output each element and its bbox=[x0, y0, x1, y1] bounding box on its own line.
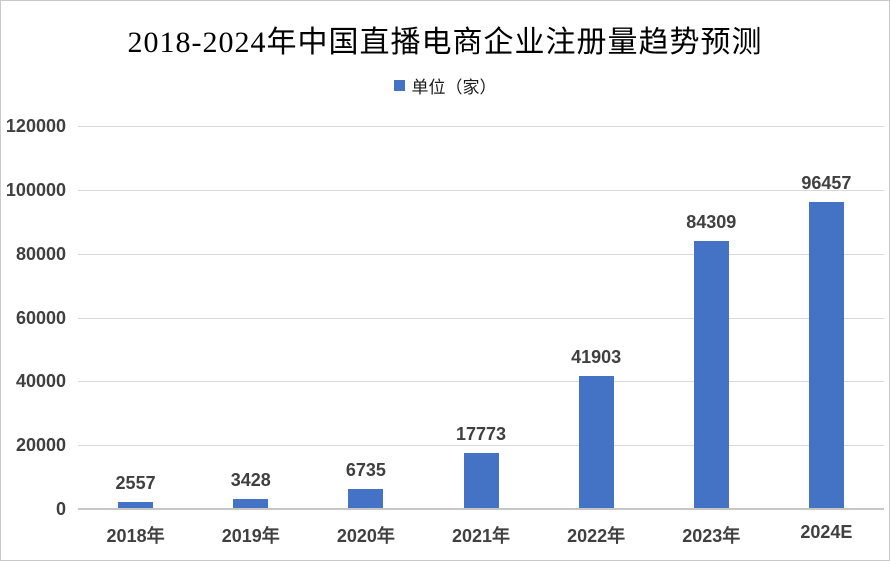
legend-marker-icon bbox=[393, 80, 405, 91]
chart-title: 2018-2024年中国直播电商企业注册量趋势预测 bbox=[127, 26, 763, 59]
y-tick-label: 20000 bbox=[15, 435, 66, 456]
bar-2023年 bbox=[693, 240, 729, 510]
gridline-80000 bbox=[78, 253, 884, 255]
plot-area: 2557 3428 6735 17773 41903 84309 96457 bbox=[78, 126, 884, 510]
legend: 单位（家） bbox=[1, 73, 889, 98]
y-tick-label: 0 bbox=[55, 499, 66, 519]
y-tick-label: 60000 bbox=[15, 307, 66, 328]
x-tick-label-2022年: 2022年 bbox=[567, 526, 626, 546]
y-tick-label: 120000 bbox=[5, 116, 66, 136]
x-tick-label-2019年: 2019年 bbox=[221, 526, 280, 546]
gridline-100000 bbox=[78, 189, 884, 191]
x-tick-label-2024E: 2024E bbox=[800, 522, 853, 542]
bar-2019年 bbox=[233, 499, 269, 510]
bar-2021年 bbox=[463, 453, 499, 510]
bar-value-label: 2557 bbox=[115, 472, 156, 493]
bar-value-label: 84309 bbox=[686, 211, 737, 232]
y-tick-label: 80000 bbox=[15, 243, 66, 264]
x-axis-line bbox=[78, 508, 884, 510]
bar-value-label: 6735 bbox=[345, 459, 386, 480]
bar-value-label: 41903 bbox=[571, 347, 622, 368]
x-tick-label-2021年: 2021年 bbox=[451, 526, 511, 546]
gridline-60000 bbox=[78, 317, 884, 319]
x-tick-label-2020年: 2020年 bbox=[336, 526, 395, 546]
bar-2020年 bbox=[348, 488, 384, 510]
x-tick-label-2018年: 2018年 bbox=[106, 526, 165, 546]
bar-value-label: 17773 bbox=[455, 424, 507, 445]
gridline-120000 bbox=[78, 126, 884, 127]
x-tick-label-2023年: 2023年 bbox=[682, 526, 741, 546]
y-tick-label: 100000 bbox=[5, 179, 66, 200]
bar-value-label: 3428 bbox=[230, 470, 271, 491]
gridline-20000 bbox=[78, 445, 884, 447]
bar-2022年 bbox=[578, 376, 614, 510]
bar-value-label: 96457 bbox=[801, 173, 852, 194]
bar-2018年 bbox=[118, 501, 154, 510]
gridline-40000 bbox=[78, 381, 884, 383]
y-tick-label: 40000 bbox=[15, 371, 66, 392]
legend-label: 单位（家） bbox=[411, 78, 497, 97]
bar-2024E bbox=[808, 202, 844, 510]
